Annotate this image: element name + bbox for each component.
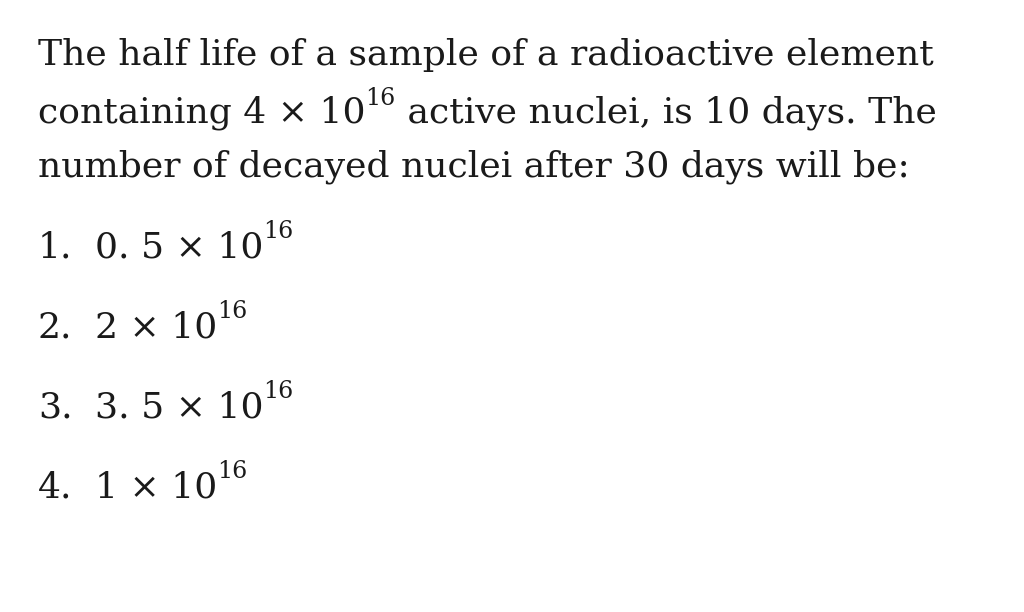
Text: 0. 5 × 10: 0. 5 × 10	[95, 230, 263, 264]
Text: 16: 16	[263, 220, 294, 243]
Text: 1 × 10: 1 × 10	[95, 470, 217, 504]
Text: 1.: 1.	[38, 230, 73, 264]
Text: 16: 16	[366, 87, 395, 110]
Text: active nuclei, is 10 days. The: active nuclei, is 10 days. The	[395, 95, 937, 130]
Text: 16: 16	[263, 380, 294, 403]
Text: 4.: 4.	[38, 470, 73, 504]
Text: 2.: 2.	[38, 310, 73, 344]
Text: 16: 16	[366, 87, 395, 110]
Text: 2 × 10: 2 × 10	[95, 310, 217, 344]
Text: The half life of a sample of a radioactive element: The half life of a sample of a radioacti…	[38, 38, 934, 72]
Text: 3. 5 × 10: 3. 5 × 10	[95, 390, 263, 424]
Text: 3.: 3.	[38, 390, 73, 424]
Text: containing 4 × 10: containing 4 × 10	[38, 95, 366, 130]
Text: 16: 16	[217, 300, 248, 323]
Text: number of decayed nuclei after 30 days will be:: number of decayed nuclei after 30 days w…	[38, 150, 909, 184]
Text: 16: 16	[217, 460, 248, 483]
